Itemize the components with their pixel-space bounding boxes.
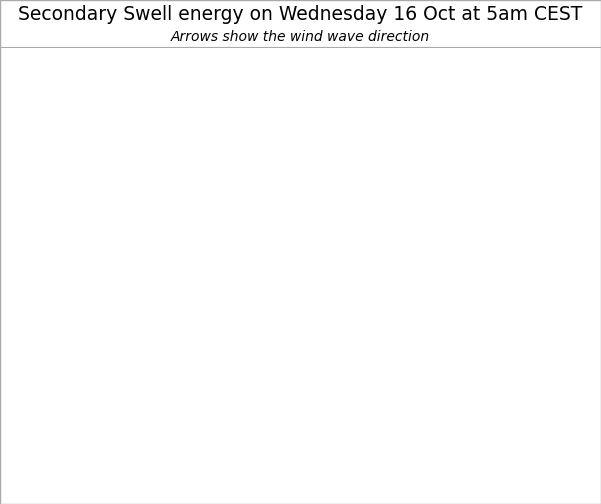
Text: Arrows show the wind wave direction: Arrows show the wind wave direction xyxy=(171,30,430,44)
Text: Map requires cartopy: Map requires cartopy xyxy=(212,267,389,285)
Text: Secondary Swell energy on Wednesday 16 Oct at 5am CEST: Secondary Swell energy on Wednesday 16 O… xyxy=(18,5,583,24)
